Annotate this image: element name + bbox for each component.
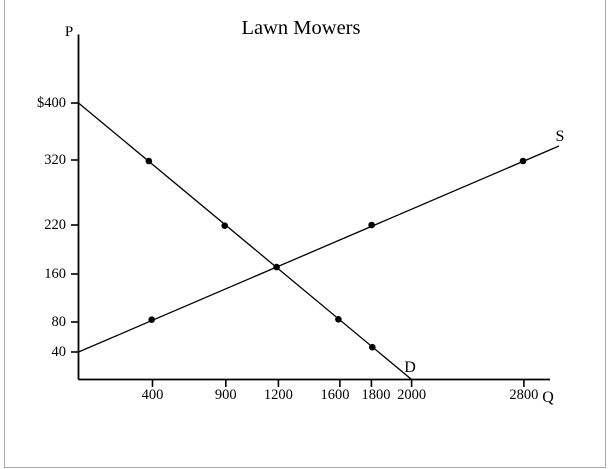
svg-text:2800: 2800 [509, 387, 538, 403]
svg-text:Lawn Mowers: Lawn Mowers [242, 17, 361, 39]
svg-text:1200: 1200 [264, 387, 293, 403]
svg-text:P: P [65, 24, 73, 40]
svg-text:400: 400 [142, 387, 164, 403]
svg-text:160: 160 [44, 266, 66, 282]
svg-text:80: 80 [52, 314, 67, 330]
svg-text:D: D [404, 359, 416, 376]
svg-text:900: 900 [215, 387, 237, 403]
svg-text:1800: 1800 [362, 387, 391, 403]
svg-text:2000: 2000 [397, 387, 426, 403]
svg-text:$400: $400 [37, 95, 66, 111]
svg-text:1600: 1600 [321, 387, 350, 403]
svg-text:40: 40 [52, 344, 67, 360]
svg-text:220: 220 [44, 217, 66, 233]
svg-text:Q: Q [542, 389, 554, 406]
svg-text:320: 320 [44, 152, 66, 168]
svg-text:S: S [556, 128, 565, 145]
